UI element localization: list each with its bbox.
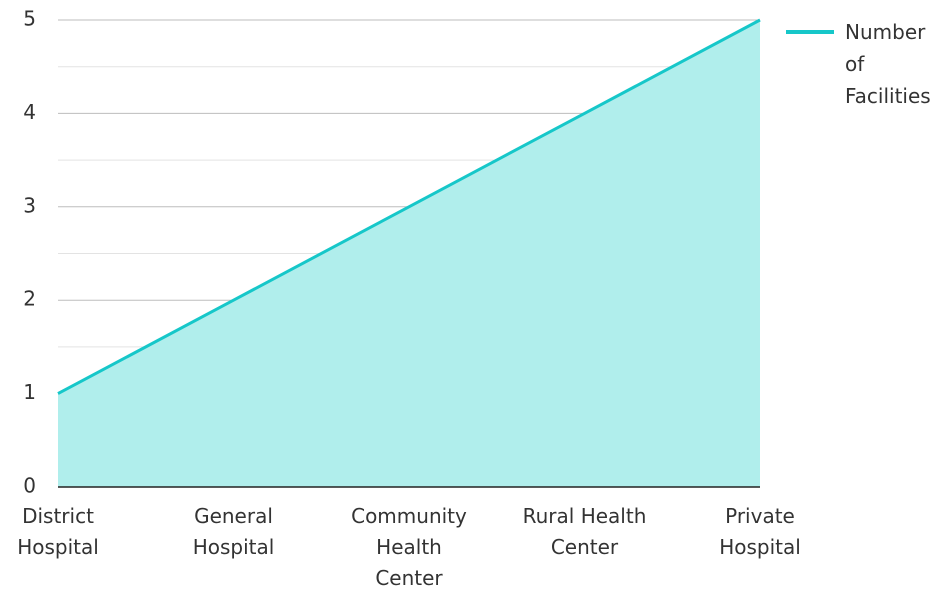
legend: Number of Facilities	[786, 20, 931, 108]
y-tick-label: 4	[23, 100, 36, 124]
x-axis-ticks: District Hospital General Hospital Community…	[17, 504, 801, 590]
x-tick-label-line: Community	[351, 504, 467, 528]
x-tick-label-line: General	[194, 504, 273, 528]
x-tick-label-line: Health	[376, 535, 442, 559]
x-tick-label-line: Center	[375, 566, 443, 590]
legend-label: Number of Facilities	[845, 20, 931, 108]
x-tick-label-line: Rural Health	[523, 504, 647, 528]
legend-label-line: Number	[845, 20, 926, 44]
y-tick-label: 5	[23, 7, 36, 31]
legend-label-line: of	[845, 52, 865, 76]
x-tick-label-line: Hospital	[17, 535, 99, 559]
x-tick-label-line: Hospital	[193, 535, 275, 559]
y-tick-label: 1	[23, 380, 36, 404]
area-layer	[57, 18, 761, 487]
x-tick-label-line: District	[22, 504, 94, 528]
y-tick-label: 0	[23, 474, 36, 498]
x-tick-label: Community Health Center	[351, 504, 467, 590]
y-tick-label: 2	[23, 287, 36, 311]
legend-label-line: Facilities	[845, 84, 931, 108]
x-tick-label: Private Hospital	[719, 504, 801, 559]
x-tick-label-line: Private	[725, 504, 795, 528]
series-area	[58, 20, 760, 487]
x-tick-label: Rural Health Center	[523, 504, 647, 559]
x-tick-label: General Hospital	[193, 504, 275, 559]
y-tick-label: 3	[23, 193, 36, 217]
x-tick-label-line: Center	[551, 535, 619, 559]
x-tick-label-line: Hospital	[719, 535, 801, 559]
y-axis-ticks: 0 1 2 3 4 5	[23, 7, 36, 498]
x-tick-label: District Hospital	[17, 504, 99, 559]
